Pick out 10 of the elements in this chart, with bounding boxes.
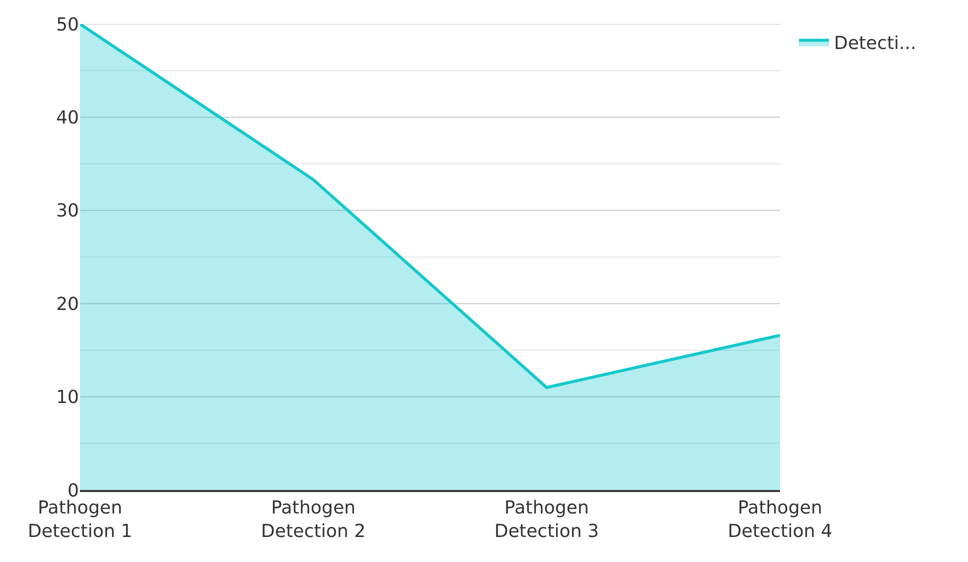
y-tick-label: 20 (56, 294, 79, 315)
y-tick-label: 30 (56, 200, 79, 222)
x-tick-label: Pathogen Detection 4 (728, 497, 832, 542)
y-tick-label: 50 (56, 14, 79, 36)
x-tick-label: Pathogen Detection 3 (494, 497, 599, 542)
y-tick-label: 10 (56, 387, 79, 408)
x-tick-label: Pathogen Detection 1 (28, 497, 132, 542)
x-tick-label: Pathogen Detection 2 (261, 497, 366, 542)
y-tick-label: 40 (56, 108, 79, 128)
legend-label: Detecti... (834, 33, 916, 54)
